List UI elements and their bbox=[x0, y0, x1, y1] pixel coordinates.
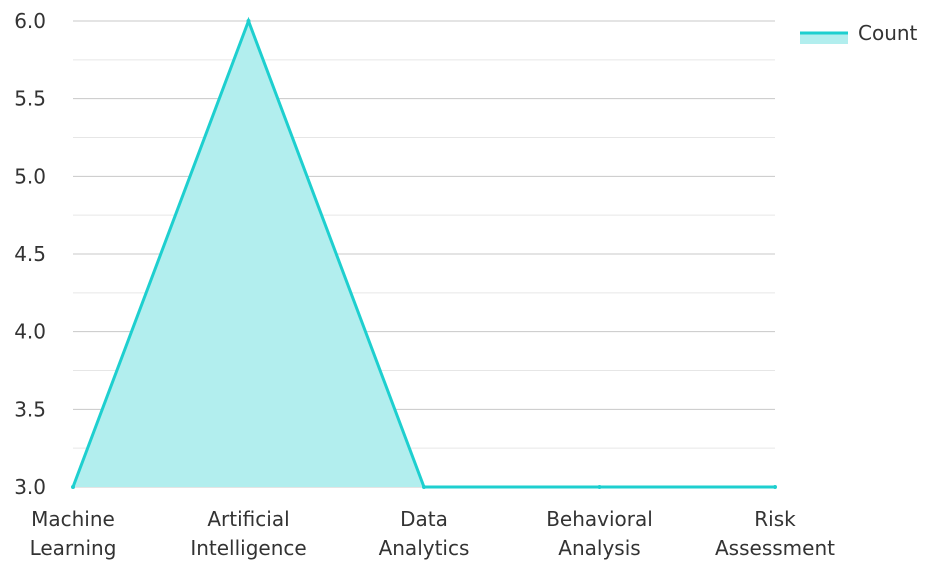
y-tick-label: 4.0 bbox=[14, 320, 46, 344]
legend-label-count: Count bbox=[858, 21, 918, 45]
x-tick-label: Data Analytics bbox=[379, 507, 470, 560]
y-tick-label: 4.5 bbox=[14, 242, 46, 266]
y-tick-label: 5.0 bbox=[14, 164, 46, 188]
y-tick-label: 3.0 bbox=[14, 475, 46, 499]
data-point bbox=[246, 19, 251, 23]
legend[interactable]: Count bbox=[800, 21, 918, 45]
data-point bbox=[597, 485, 602, 489]
y-axis: 3.0 3.5 4.0 4.5 5.0 5.5 6.0 bbox=[14, 9, 46, 499]
data-point bbox=[71, 485, 75, 489]
y-tick-label: 6.0 bbox=[14, 9, 46, 33]
y-tick-label: 5.5 bbox=[14, 87, 46, 111]
x-tick-label: Risk Assessment bbox=[715, 507, 835, 560]
data-point bbox=[773, 485, 777, 489]
x-tick-label: Behavioral Analysis bbox=[546, 507, 653, 560]
y-tick-label: 3.5 bbox=[14, 397, 46, 421]
data-point bbox=[422, 485, 426, 489]
series-line-group bbox=[71, 16, 777, 489]
x-axis: Machine Learning Artificial Intelligence Dat… bbox=[30, 507, 836, 560]
x-tick-label: Machine Learning bbox=[30, 507, 117, 560]
series-area-count bbox=[73, 21, 775, 487]
legend-swatch-count bbox=[800, 33, 848, 44]
x-tick-label: Artificial Intelligence bbox=[190, 507, 306, 560]
series-area bbox=[73, 21, 775, 487]
